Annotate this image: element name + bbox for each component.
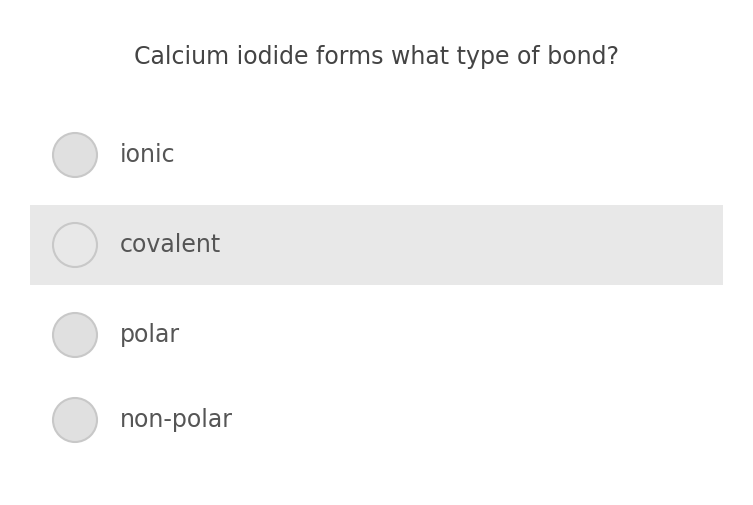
Ellipse shape xyxy=(53,133,97,177)
Text: polar: polar xyxy=(120,323,180,347)
Ellipse shape xyxy=(53,313,97,357)
Text: covalent: covalent xyxy=(120,233,221,257)
Ellipse shape xyxy=(53,223,97,267)
Text: ionic: ionic xyxy=(120,143,175,167)
Bar xyxy=(30,205,723,285)
Ellipse shape xyxy=(53,398,97,442)
Text: Calcium iodide forms what type of bond?: Calcium iodide forms what type of bond? xyxy=(134,45,619,69)
Text: non-polar: non-polar xyxy=(120,408,233,432)
